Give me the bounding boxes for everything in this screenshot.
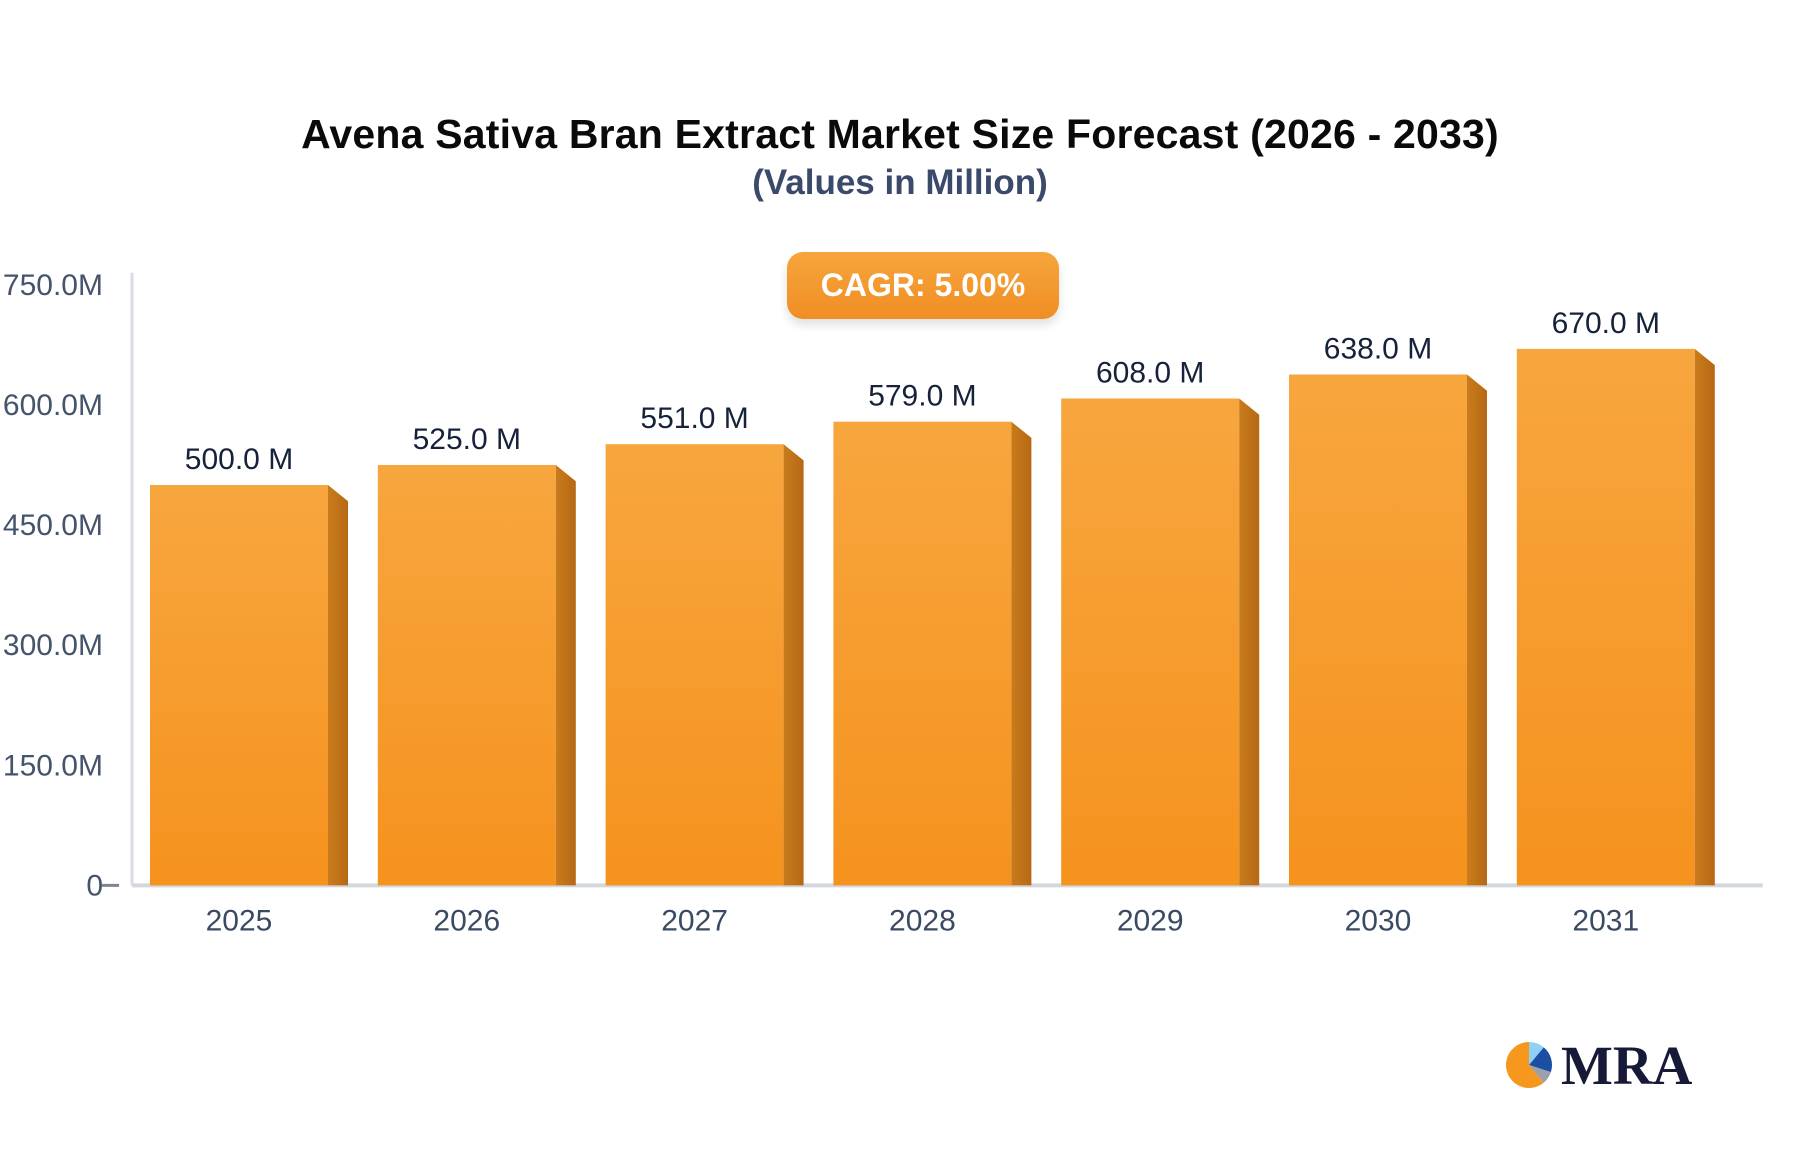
svg-text:0: 0 (86, 869, 103, 902)
svg-text:2026: 2026 (433, 904, 500, 937)
svg-text:2027: 2027 (661, 904, 728, 937)
svg-text:525.0 M: 525.0 M (413, 423, 521, 456)
svg-text:608.0 M: 608.0 M (1096, 357, 1204, 390)
svg-text:551.0 M: 551.0 M (640, 402, 748, 435)
svg-text:750.0M: 750.0M (3, 269, 103, 302)
svg-text:2031: 2031 (1572, 904, 1639, 937)
svg-text:579.0 M: 579.0 M (868, 380, 976, 413)
svg-text:500.0 M: 500.0 M (185, 443, 293, 476)
svg-text:670.0 M: 670.0 M (1552, 307, 1660, 340)
svg-text:450.0M: 450.0M (3, 509, 103, 542)
svg-text:600.0M: 600.0M (3, 389, 103, 422)
svg-text:300.0M: 300.0M (3, 629, 103, 662)
svg-text:MRA: MRA (1561, 1035, 1693, 1096)
svg-text:2025: 2025 (206, 904, 273, 937)
svg-text:150.0M: 150.0M (3, 749, 103, 782)
svg-text:2028: 2028 (889, 904, 956, 937)
svg-text:638.0 M: 638.0 M (1324, 333, 1432, 366)
svg-text:2029: 2029 (1117, 904, 1184, 937)
svg-text:2030: 2030 (1345, 904, 1412, 937)
